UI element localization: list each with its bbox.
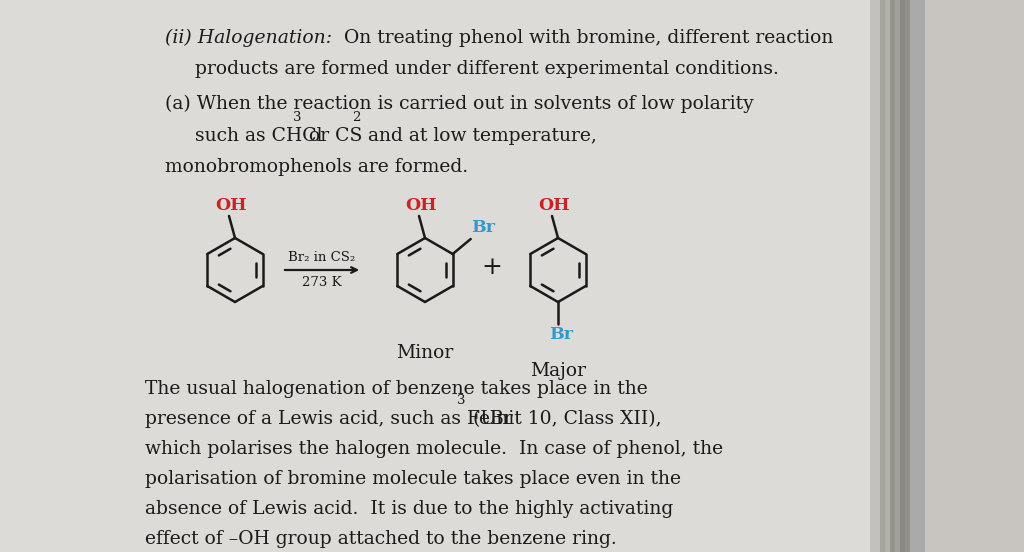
Text: (Unit 10, Class XII),: (Unit 10, Class XII), bbox=[467, 410, 662, 428]
Bar bbox=[910, 0, 1024, 552]
Text: Br: Br bbox=[549, 326, 573, 343]
Text: Major: Major bbox=[530, 362, 586, 380]
Text: polarisation of bromine molecule takes place even in the: polarisation of bromine molecule takes p… bbox=[145, 470, 681, 488]
Text: 2: 2 bbox=[352, 110, 360, 124]
Text: absence of Lewis acid.  It is due to the highly activating: absence of Lewis acid. It is due to the … bbox=[145, 500, 673, 518]
Text: and at low temperature,: and at low temperature, bbox=[361, 126, 596, 145]
Text: presence of a Lewis acid, such as FeBr: presence of a Lewis acid, such as FeBr bbox=[145, 410, 513, 428]
Text: or CS: or CS bbox=[303, 126, 362, 145]
Text: monobromophenols are formed.: monobromophenols are formed. bbox=[165, 158, 468, 176]
Text: 3: 3 bbox=[457, 394, 465, 407]
Text: 3: 3 bbox=[294, 110, 302, 124]
Text: The usual halogenation of benzene takes place in the: The usual halogenation of benzene takes … bbox=[145, 380, 648, 398]
Text: such as CHCl: such as CHCl bbox=[195, 126, 323, 145]
Text: OH: OH bbox=[538, 197, 569, 214]
Text: OH: OH bbox=[215, 197, 247, 214]
Text: products are formed under different experimental conditions.: products are formed under different expe… bbox=[195, 61, 779, 78]
Text: effect of –OH group attached to the benzene ring.: effect of –OH group attached to the benz… bbox=[145, 530, 616, 548]
Text: On treating phenol with bromine, different reaction: On treating phenol with bromine, differe… bbox=[338, 29, 834, 47]
Text: 273 K: 273 K bbox=[302, 276, 342, 289]
Bar bbox=[870, 0, 885, 552]
Text: OH: OH bbox=[406, 197, 436, 214]
Text: Br: Br bbox=[471, 219, 495, 236]
Bar bbox=[925, 0, 1024, 552]
Bar bbox=[890, 0, 905, 552]
Text: Minor: Minor bbox=[396, 344, 454, 362]
Bar bbox=[880, 0, 895, 552]
Text: (ii) Halogenation:: (ii) Halogenation: bbox=[165, 29, 332, 47]
Text: (a) When the reaction is carried out in solvents of low polarity: (a) When the reaction is carried out in … bbox=[165, 95, 754, 113]
Text: Br₂ in CS₂: Br₂ in CS₂ bbox=[289, 251, 355, 264]
Text: which polarises the halogen molecule.  In case of phenol, the: which polarises the halogen molecule. In… bbox=[145, 440, 723, 458]
Bar bbox=[900, 0, 915, 552]
Text: +: + bbox=[481, 256, 503, 279]
